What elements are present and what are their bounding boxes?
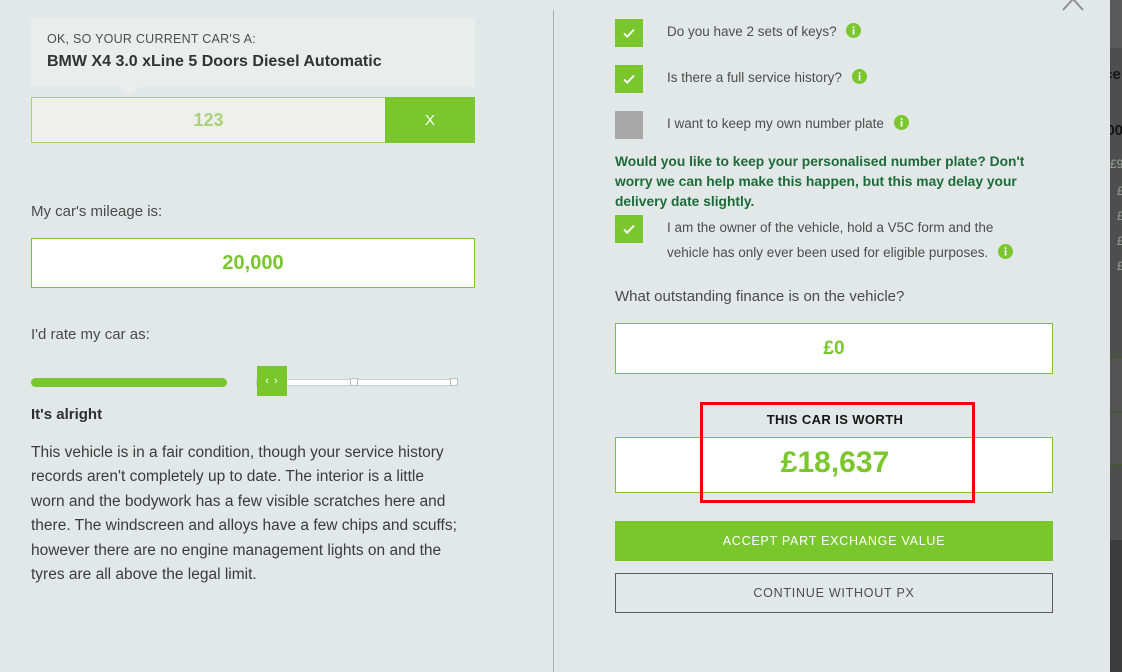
checkbox-label-ownership: I am the owner of the vehicle, hold a V5… xyxy=(667,215,1039,265)
check-icon xyxy=(623,28,635,38)
checkbox-text: Do you have 2 sets of keys? xyxy=(667,24,837,39)
checkbox-row-service-history[interactable]: Is there a full service history? xyxy=(615,65,867,93)
checkbox-label-keys: Do you have 2 sets of keys? xyxy=(667,19,862,44)
background-text-fragment: £9 xyxy=(1110,157,1122,171)
checkbox-number-plate[interactable] xyxy=(615,111,643,139)
finance-input[interactable]: £0 xyxy=(615,323,1053,374)
rating-title: It's alright xyxy=(31,406,103,423)
registration-row: 123 X xyxy=(31,97,475,143)
car-card-model: BMW X4 3.0 xLine 5 Doors Diesel Automati… xyxy=(47,53,382,70)
checkbox-row-ownership[interactable]: I am the owner of the vehicle, hold a V5… xyxy=(615,215,1039,265)
info-icon[interactable] xyxy=(997,242,1013,259)
slider-track-filled xyxy=(31,378,227,387)
column-divider xyxy=(553,10,554,672)
condition-rating-slider[interactable]: ‹ › xyxy=(31,366,458,400)
finance-label: What outstanding finance is on the vehic… xyxy=(615,288,905,305)
number-plate-note: Would you like to keep your personalised… xyxy=(615,154,1025,209)
current-car-card: OK, SO YOUR CURRENT CAR'S A: BMW X4 3.0 … xyxy=(31,18,475,96)
checkbox-label-number-plate: I want to keep my own number plate xyxy=(667,111,909,136)
left-column: OK, SO YOUR CURRENT CAR'S A: BMW X4 3.0 … xyxy=(31,18,475,583)
slider-tick xyxy=(450,378,458,386)
checkbox-text: I want to keep my own number plate xyxy=(667,116,884,131)
slider-tick xyxy=(350,378,358,386)
info-icon[interactable] xyxy=(846,21,862,38)
registration-input[interactable]: 123 xyxy=(31,97,385,143)
valuation-caption: THIS CAR IS WORTH xyxy=(766,412,904,427)
checkbox-keys[interactable] xyxy=(615,19,643,47)
car-card-eyebrow: OK, SO YOUR CURRENT CAR'S A: xyxy=(47,32,256,46)
speech-bubble-tail xyxy=(119,87,139,96)
valuation-box xyxy=(615,437,1053,493)
valuation-amount: £18,637 xyxy=(780,446,890,479)
background-text-fragment: £ xyxy=(1117,259,1122,273)
checkbox-text: I am the owner of the vehicle, hold a V5… xyxy=(667,220,994,260)
mileage-label: My car's mileage is: xyxy=(31,203,163,220)
checkbox-row-number-plate[interactable]: I want to keep my own number plate xyxy=(615,111,909,139)
checkbox-text: Is there a full service history? xyxy=(667,70,842,85)
background-text-fragment: £ xyxy=(1117,209,1122,223)
info-icon[interactable] xyxy=(893,113,909,130)
checkbox-ownership[interactable] xyxy=(615,215,643,243)
info-icon[interactable] xyxy=(851,67,867,84)
rating-description: This vehicle is in a fair condition, tho… xyxy=(31,444,457,584)
accept-part-exchange-button[interactable]: ACCEPT PART EXCHANGE VALUE xyxy=(615,521,1053,561)
mileage-input[interactable]: 20,000 xyxy=(31,238,475,288)
slider-drag-handle-icon[interactable]: ‹ › xyxy=(257,366,287,396)
registration-clear-button[interactable]: X xyxy=(385,97,475,143)
checkbox-service-history[interactable] xyxy=(615,65,643,93)
background-text-fragment: £ xyxy=(1117,184,1122,198)
background-text-fragment: £ xyxy=(1117,234,1122,248)
check-icon xyxy=(623,74,635,84)
checkbox-label-service-history: Is there a full service history? xyxy=(667,65,867,90)
chevron-up-close-icon[interactable] xyxy=(1055,0,1091,24)
check-icon xyxy=(623,224,635,234)
continue-without-px-button[interactable]: CONTINUE WITHOUT PX xyxy=(615,573,1053,613)
checkbox-row-keys[interactable]: Do you have 2 sets of keys? xyxy=(615,19,862,47)
rating-label: I'd rate my car as: xyxy=(31,326,150,343)
